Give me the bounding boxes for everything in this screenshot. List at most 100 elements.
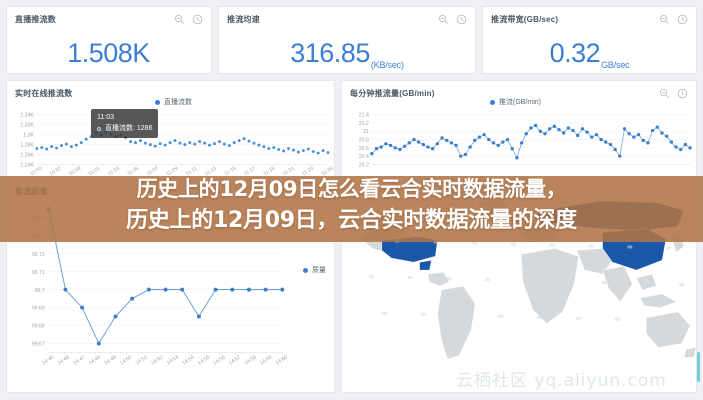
svg-text:21: 21	[363, 129, 369, 135]
svg-text:20.8: 20.8	[359, 138, 369, 144]
svg-text:21.4: 21.4	[359, 113, 369, 119]
kpi-card-push-bandwidth: 推流带宽(GB/sec) 0.32 GB/sec	[482, 6, 697, 74]
svg-text:14:57: 14:57	[228, 354, 242, 366]
zoom-out-icon[interactable]	[438, 14, 449, 25]
svg-text:14:47: 14:47	[72, 354, 86, 366]
svg-text:14:58: 14:58	[244, 354, 258, 366]
svg-text:1.24K: 1.24K	[20, 162, 34, 168]
chart-legend[interactable]: 直播流数	[155, 97, 192, 107]
chart-legend[interactable]: 质量	[303, 265, 326, 275]
svg-text:11:17: 11:17	[243, 166, 257, 178]
clock-icon[interactable]	[677, 14, 688, 25]
legend-marker-icon	[303, 267, 308, 273]
svg-text:14:50: 14:50	[119, 354, 133, 366]
scrollbar[interactable]	[697, 352, 700, 382]
svg-text:1.28K: 1.28K	[20, 143, 34, 149]
svg-text:11:13: 11:13	[204, 166, 218, 178]
kpi-value-wrap: 316.85 (KB/sec)	[219, 33, 475, 73]
svg-text:99.69: 99.69	[32, 306, 45, 312]
kpi-value: 0.32	[549, 37, 601, 68]
card-header: 推流均速	[219, 7, 475, 31]
svg-text:11:25: 11:25	[321, 166, 334, 178]
zoom-out-icon[interactable]	[174, 14, 185, 25]
zoom-out-icon[interactable]	[659, 14, 670, 25]
kpi-unit: (KB/sec)	[370, 60, 404, 70]
svg-text:1.3K: 1.3K	[23, 133, 34, 139]
card-header: 每分钟推流量(GB/min)	[342, 81, 696, 105]
svg-text:11:01: 11:01	[88, 166, 102, 178]
svg-text:1.32K: 1.32K	[20, 123, 34, 129]
svg-text:10:57: 10:57	[49, 165, 63, 177]
svg-text:14:49: 14:49	[103, 354, 117, 366]
kpi-title: 推流均速	[227, 14, 260, 24]
tooltip-series-value: 直播流数: 1286	[105, 124, 153, 132]
clock-icon[interactable]	[192, 14, 203, 25]
kpi-title: 推流带宽(GB/sec)	[491, 14, 559, 24]
chart-title: 每分钟推流量(GB/min)	[350, 88, 435, 98]
legend-label: 直播流数	[164, 99, 192, 106]
card-header-icons	[174, 14, 203, 25]
zoom-out-icon[interactable]	[659, 88, 670, 99]
svg-text:11:23: 11:23	[301, 166, 315, 178]
svg-text:20.4: 20.4	[359, 154, 369, 160]
watermark: 云栖社区 yq.aliyun.com	[456, 371, 667, 391]
svg-text:10:59: 10:59	[68, 165, 82, 177]
svg-text:14:46: 14:46	[57, 354, 71, 366]
svg-text:11:03: 11:03	[107, 166, 121, 178]
article-title-overlay: 历史上的12月09日怎么看云合实时数据流量， 历史上的12月09日，云合实时数据…	[0, 176, 703, 242]
kpi-title: 直播推流数	[15, 14, 56, 24]
overlay-line-2: 历史上的12月09日，云合实时数据流量的深度	[126, 208, 577, 233]
card-header-icons	[659, 14, 688, 25]
svg-text:99.67: 99.67	[32, 342, 45, 348]
overlay-line-1: 历史上的12月09日怎么看云合实时数据流量，	[136, 177, 567, 201]
svg-text:99.72: 99.72	[32, 252, 45, 258]
clock-icon[interactable]	[456, 14, 467, 25]
kpi-value-wrap: 1.508K	[7, 33, 211, 73]
card-header: 直播推流数	[7, 7, 211, 31]
svg-text:21.2: 21.2	[359, 121, 369, 127]
chart-tooltip: 11:03 直播流数: 1286	[91, 109, 159, 138]
svg-text:11:21: 11:21	[282, 166, 296, 178]
svg-text:14:51: 14:51	[135, 354, 149, 366]
svg-text:20.2: 20.2	[359, 162, 369, 168]
kpi-card-live-stream-count: 直播推流数 1.508K	[6, 6, 212, 74]
clock-icon[interactable]	[677, 88, 688, 99]
svg-text:14:59: 14:59	[259, 354, 273, 366]
svg-text:14:54: 14:54	[181, 354, 195, 366]
tooltip-series-row: 直播流数: 1286	[97, 124, 152, 135]
svg-text:14:56: 14:56	[212, 354, 226, 366]
kpi-value: 316.85	[290, 37, 370, 68]
svg-text:14:53: 14:53	[166, 354, 180, 366]
legend-marker-icon	[490, 99, 495, 105]
svg-text:14:45: 14:45	[41, 354, 55, 366]
svg-text:99.71: 99.71	[32, 270, 45, 276]
svg-text:14:48: 14:48	[88, 354, 102, 366]
card-header: 推流带宽(GB/sec)	[483, 7, 696, 31]
svg-text:11:07: 11:07	[146, 166, 160, 178]
chart-plot-area: 20.2 20.4 20.6 20.8 21 21.2 21.4	[342, 103, 696, 184]
card-header-icons	[438, 14, 467, 25]
svg-text:11:05: 11:05	[126, 166, 140, 178]
kpi-value-wrap: 0.32 GB/sec	[483, 33, 696, 73]
svg-text:11:09: 11:09	[165, 166, 179, 178]
chart-title: 实时在线推流数	[15, 88, 73, 98]
svg-text:20.6: 20.6	[359, 146, 369, 152]
svg-text:1.34K: 1.34K	[20, 113, 34, 119]
svg-text:14:60: 14:60	[275, 354, 289, 366]
legend-label: 推流(GB/min)	[499, 99, 541, 106]
tooltip-marker-icon	[97, 126, 101, 131]
kpi-card-average-push-speed: 推流均速 316.85 (KB/sec)	[218, 6, 476, 74]
svg-text:11:11: 11:11	[185, 166, 199, 177]
kpi-value: 1.508K	[67, 37, 150, 68]
chart-legend[interactable]: 推流(GB/min)	[490, 97, 541, 107]
svg-text:99.7: 99.7	[35, 288, 45, 294]
svg-text:14:55: 14:55	[197, 354, 211, 366]
svg-text:14:52: 14:52	[150, 354, 164, 366]
legend-marker-icon	[155, 99, 160, 105]
chart-plot-area: 1.24K 1.26K 1.28K 1.3K 1.32K 1.34K 10:55 10:57 1…	[7, 103, 334, 184]
kpi-unit: GB/sec	[601, 60, 630, 70]
legend-label: 质量	[312, 267, 326, 274]
chart-card-push-volume-per-minute: 每分钟推流量(GB/min) 推流(GB/min) 20.2 20.4 20.6 20…	[341, 80, 697, 185]
card-header-icons	[659, 88, 688, 99]
